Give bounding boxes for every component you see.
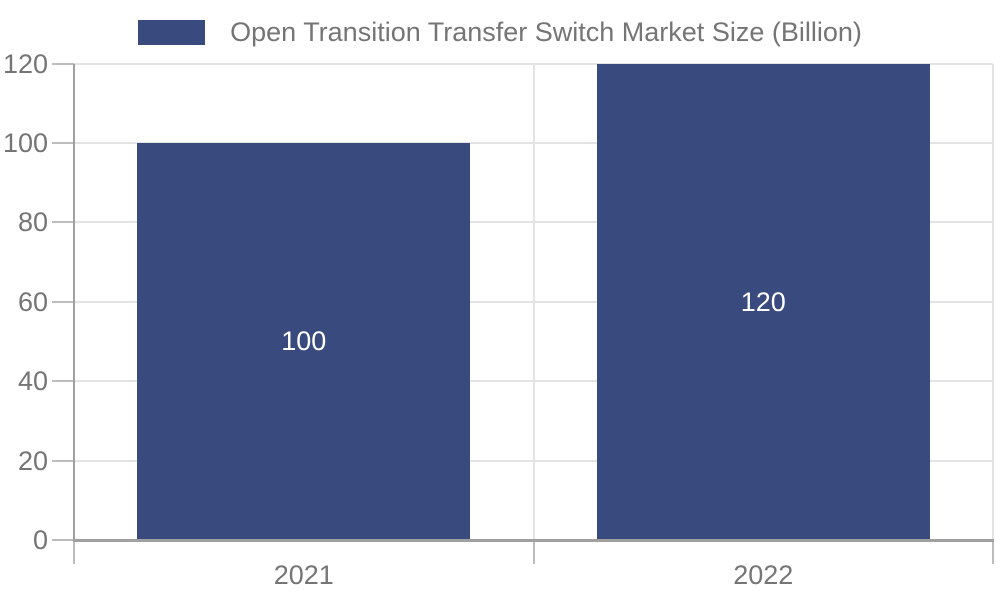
y-axis-tick: [52, 300, 74, 303]
bar[interactable]: [596, 63, 930, 540]
y-axis-line: [73, 63, 75, 542]
y-axis-tick-label: 60: [17, 286, 48, 317]
y-axis-tick-label: 100: [2, 127, 48, 158]
legend-swatch: [138, 20, 206, 45]
legend-label: Open Transition Transfer Switch Market S…: [230, 17, 862, 47]
x-axis-tick-label: 2022: [733, 560, 794, 590]
y-axis-tick: [52, 221, 74, 224]
x-axis-line: [73, 539, 994, 542]
x-axis-tick: [532, 540, 535, 564]
y-axis-tick-label: 80: [17, 207, 48, 238]
y-axis-tick-label: 40: [17, 366, 48, 397]
y-axis-tick: [52, 539, 74, 541]
y-axis-tick: [52, 62, 74, 65]
y-axis-tick: [52, 459, 74, 462]
category-boundary-line: [992, 63, 994, 540]
y-axis-tick-label: 0: [32, 525, 48, 555]
category-boundary-line: [532, 63, 535, 540]
y-axis-tick: [52, 141, 74, 144]
y-axis-tick: [52, 380, 74, 383]
x-axis-tick: [992, 540, 994, 564]
legend[interactable]: Open Transition Transfer Switch Market S…: [0, 17, 1000, 48]
bar-value-label: 100: [281, 326, 327, 357]
y-axis-tick-label: 120: [2, 48, 48, 79]
bar-value-label: 120: [740, 286, 786, 317]
x-axis-tick-label: 2021: [273, 560, 334, 590]
bar[interactable]: [137, 142, 471, 540]
x-axis-tick: [73, 540, 75, 564]
y-axis-tick-label: 20: [17, 445, 48, 476]
